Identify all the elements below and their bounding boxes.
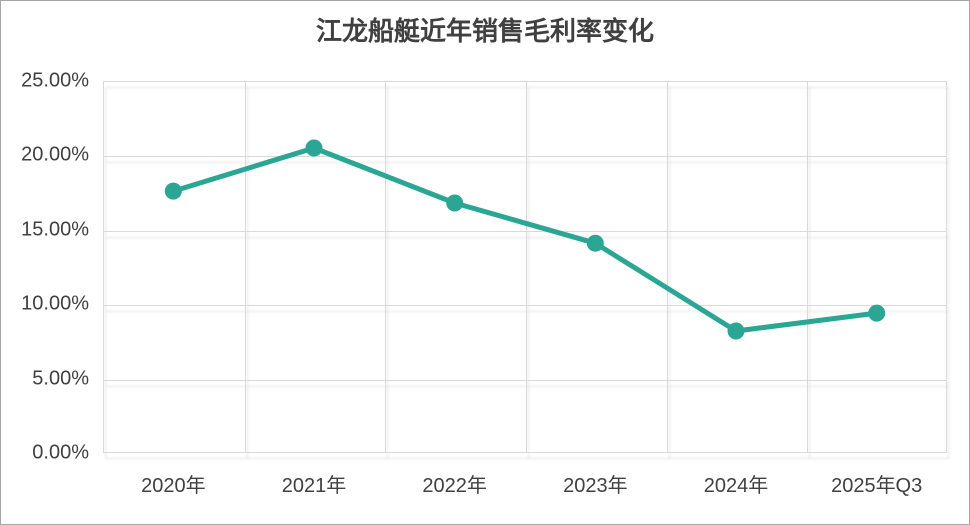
vertical-gridline (385, 82, 387, 452)
data-point-marker (868, 304, 886, 322)
y-axis-tick-label: 25.00% (21, 69, 89, 92)
vertical-gridline (666, 82, 668, 452)
y-axis-tick-label: 10.00% (21, 292, 89, 315)
y-axis: 25.00% 20.00% 15.00% 10.00% 5.00% 0.00% (1, 1, 89, 524)
data-point-marker (305, 139, 323, 157)
chart-title: 江龙船艇近年销售毛利率变化 (315, 16, 654, 46)
x-axis-tick-label: 2023年 (563, 475, 628, 497)
y-axis-tick-label: 20.00% (21, 143, 89, 166)
data-point-marker (164, 182, 182, 200)
x-axis-tick-label: 2021年 (281, 475, 347, 497)
x-axis-tick-label: 2025年Q3 (831, 475, 923, 497)
series-line (170, 145, 880, 334)
data-point-marker (586, 234, 604, 252)
vertical-gridline (807, 82, 809, 452)
horizontal-gridline (104, 379, 946, 381)
vertical-gridline (244, 82, 246, 452)
y-axis-tick-label: 15.00% (21, 218, 89, 241)
gridlines (103, 81, 947, 453)
x-axis-tick-label: 2022年 (422, 475, 487, 497)
horizontal-gridline (104, 156, 946, 158)
plot-area (103, 81, 947, 453)
line-series (164, 139, 886, 340)
data-point-marker (727, 322, 745, 340)
data-point-marker (446, 194, 464, 212)
y-axis-tick-label: 5.00% (32, 367, 89, 390)
horizontal-gridline (104, 230, 946, 232)
x-axis-tick-label: 2024年 (703, 475, 769, 497)
x-axis-tick-label: 2020年 (141, 475, 206, 497)
vertical-gridline (526, 82, 527, 452)
horizontal-gridline (104, 305, 946, 307)
y-axis-tick-label: 0.00% (32, 441, 89, 464)
